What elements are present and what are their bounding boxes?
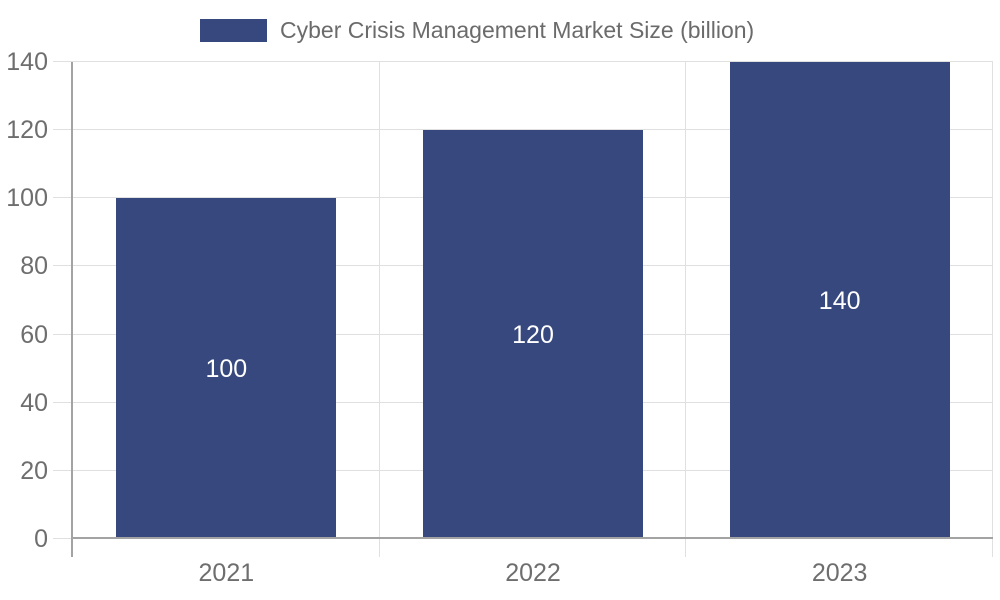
y-tick-label: 0 xyxy=(34,525,48,553)
y-tick-label: 40 xyxy=(20,388,48,417)
x-tick-label: 2022 xyxy=(505,559,561,587)
x-gridline xyxy=(992,62,993,557)
x-gridline xyxy=(378,62,380,557)
x-tick-label: 2023 xyxy=(811,559,868,587)
bar-value-label: 120 xyxy=(512,320,554,349)
y-gridline xyxy=(53,61,993,62)
y-gridline xyxy=(53,129,993,131)
legend-swatch xyxy=(200,19,267,42)
bar-value-label: 100 xyxy=(205,354,248,383)
y-tick-label: 100 xyxy=(6,184,48,213)
y-axis-line xyxy=(71,62,73,557)
y-tick-label: 60 xyxy=(20,320,48,349)
y-tick-label: 20 xyxy=(20,456,48,485)
bar-value-label: 140 xyxy=(818,286,861,315)
y-tick-label: 120 xyxy=(6,116,48,145)
x-gridline xyxy=(685,62,687,557)
bar-2021[interactable] xyxy=(116,198,337,539)
x-axis-line xyxy=(73,537,993,539)
bar-2023[interactable] xyxy=(729,62,950,539)
y-tick-label: 140 xyxy=(6,48,48,76)
legend-item[interactable]: Cyber Crisis Management Market Size (bil… xyxy=(200,17,754,44)
bar-2022[interactable] xyxy=(423,130,643,539)
y-tick-label: 80 xyxy=(20,252,48,281)
legend-label: Cyber Crisis Management Market Size (bil… xyxy=(280,17,755,43)
x-tick-label: 2021 xyxy=(198,559,255,587)
